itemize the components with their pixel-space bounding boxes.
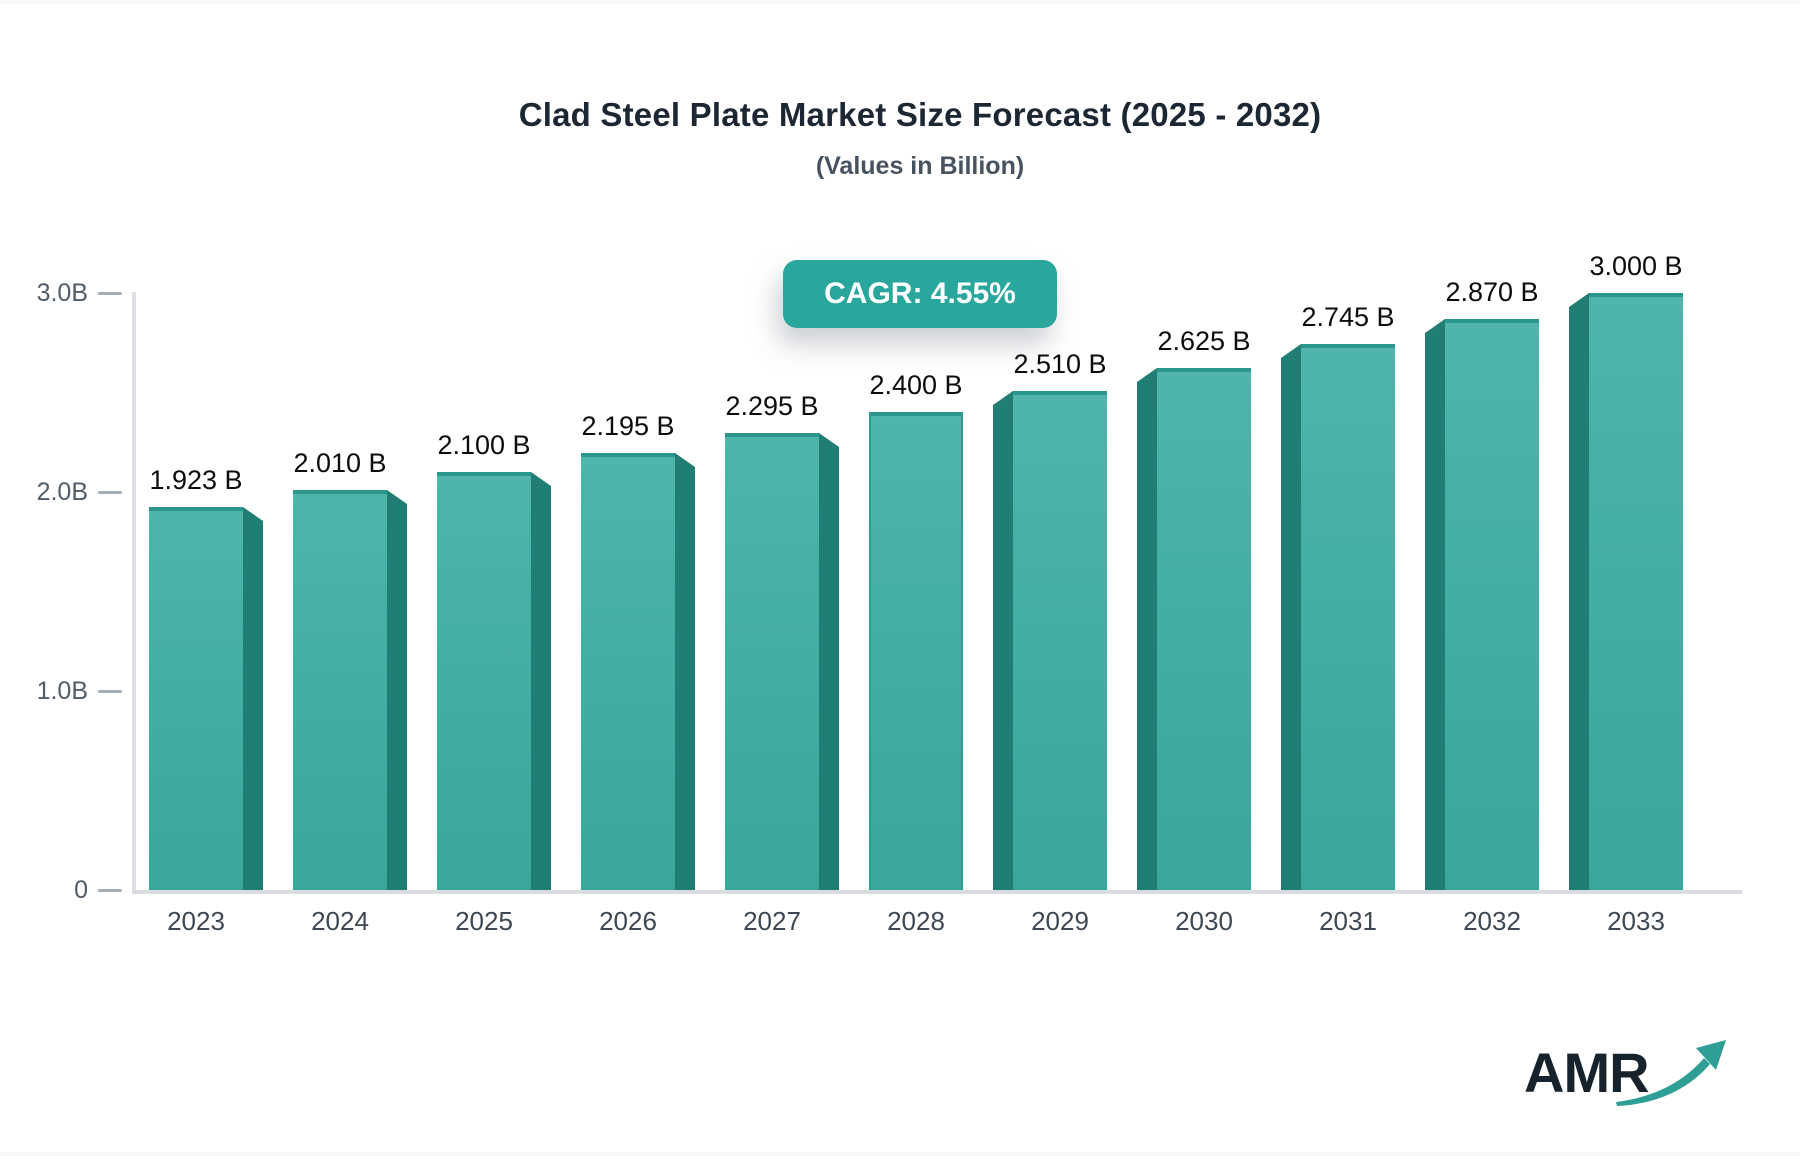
x-tick-label: 2030 — [1175, 906, 1233, 936]
bar-side-2029 — [993, 391, 1013, 890]
x-tick-label: 2028 — [887, 906, 945, 936]
bar-side-2033 — [1569, 293, 1589, 890]
bar-side-2031 — [1281, 344, 1301, 890]
bar-value-label: 2.870 B — [1445, 277, 1539, 307]
chart-title: Clad Steel Plate Market Size Forecast (2… — [518, 96, 1322, 133]
x-tick-label: 2031 — [1319, 906, 1377, 936]
growth-arrow-icon — [1616, 1040, 1726, 1106]
bar-side-2032 — [1425, 319, 1445, 890]
x-tick-label: 2025 — [455, 906, 513, 936]
x-tick-label: 2033 — [1607, 906, 1665, 936]
bar-value-label: 2.100 B — [437, 430, 531, 460]
bar-side-2025 — [531, 472, 551, 890]
bar-front-2027 — [725, 433, 819, 890]
chart-header: Clad Steel Plate Market Size Forecast (2… — [120, 96, 1720, 181]
bar-side-2027 — [819, 433, 839, 890]
x-tick-label: 2032 — [1463, 906, 1521, 936]
bar-value-label: 2.625 B — [1157, 326, 1251, 356]
bar-front-2032 — [1445, 319, 1539, 890]
x-tick-label: 2029 — [1031, 906, 1089, 936]
cagr-badge-label: CAGR: 4.55% — [824, 277, 1016, 310]
bar-side-2030 — [1137, 368, 1157, 890]
bar-front-2025 — [437, 472, 531, 890]
y-tick-label: 0 — [74, 876, 88, 904]
bar-value-label: 2.010 B — [293, 448, 387, 478]
y-tick-label: 3.0B — [36, 279, 88, 307]
bar-value-label: 2.745 B — [1301, 302, 1395, 332]
amr-logo: AMR — [1524, 1032, 1734, 1122]
bar-front-2024 — [293, 490, 387, 890]
bar-front-2029 — [1013, 391, 1107, 890]
bar-value-label: 2.295 B — [725, 391, 819, 421]
bar-value-label: 2.510 B — [1013, 349, 1107, 379]
bar-side-2024 — [387, 490, 407, 890]
bar-front-2033 — [1589, 293, 1683, 890]
bar-value-label: 2.400 B — [869, 370, 963, 400]
y-tick-label: 1.0B — [36, 677, 88, 705]
y-tick-dash — [98, 690, 122, 693]
bar-value-label: 3.000 B — [1589, 251, 1683, 281]
cagr-badge: CAGR: 4.55% — [783, 260, 1057, 328]
x-tick-label: 2024 — [311, 906, 369, 936]
bar-value-label: 2.195 B — [581, 411, 675, 441]
bar-front-2026 — [581, 453, 675, 890]
bar-front-2031 — [1301, 344, 1395, 890]
y-tick-dash — [98, 491, 122, 494]
y-tick-dash — [98, 889, 122, 892]
bar-front-2030 — [1157, 368, 1251, 890]
bar-front-2023 — [149, 507, 243, 890]
y-tick-dash — [98, 292, 122, 295]
x-tick-label: 2026 — [599, 906, 657, 936]
y-axis-line — [132, 292, 136, 894]
bar-side-2026 — [675, 453, 695, 890]
x-axis-baseline — [132, 890, 1742, 894]
x-tick-label: 2027 — [743, 906, 801, 936]
bar-value-label: 1.923 B — [149, 465, 243, 495]
bar-front-2028 — [869, 412, 963, 890]
chart-subtitle: (Values in Billion) — [815, 152, 1025, 180]
amr-logo-text: AMR — [1524, 1041, 1650, 1104]
y-tick-label: 2.0B — [36, 478, 88, 506]
bar-side-2023 — [243, 507, 263, 890]
x-tick-label: 2023 — [167, 906, 225, 936]
